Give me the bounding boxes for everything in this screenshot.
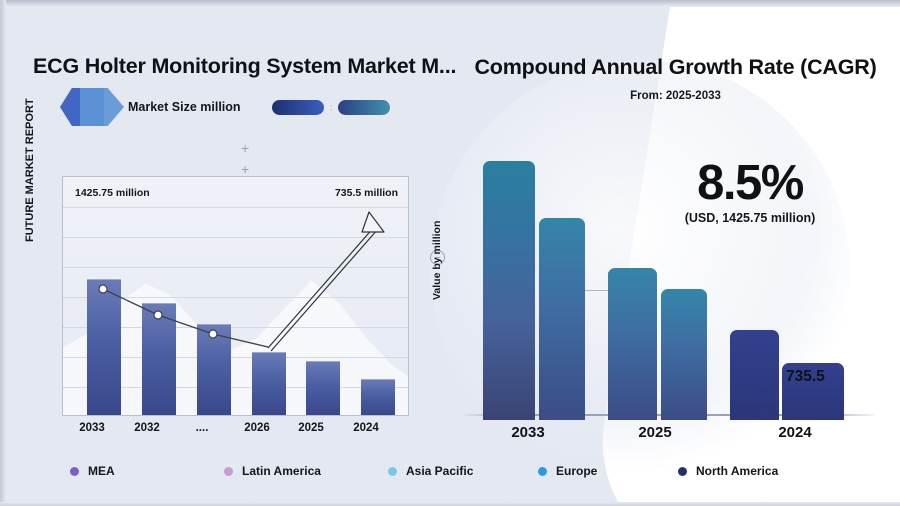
x-label-right-2033: 2033 <box>511 424 545 441</box>
bar-2032[interactable] <box>142 303 176 415</box>
x-label-right-2025: 2025 <box>638 424 672 441</box>
bar-2024-series-b[interactable] <box>782 363 844 420</box>
legend-item-north-america[interactable]: North America <box>678 464 778 478</box>
x-label-right-2024: 2024 <box>778 424 812 441</box>
left-chart-bars <box>63 177 408 415</box>
gridline <box>63 207 408 208</box>
gridline <box>63 297 408 298</box>
hexagon-logo-icon <box>60 88 124 126</box>
cagr-value: 8.5% <box>697 156 804 210</box>
bar-2024-series-a[interactable] <box>730 330 779 420</box>
plus-mark-icon-2: + <box>241 161 250 177</box>
x-label-2033: 2033 <box>79 422 105 434</box>
right-chart-y-axis-label: Value by million <box>431 220 443 300</box>
right-chart-title: Compound Annual Growth Rate (CAGR) <box>474 55 877 79</box>
brand-logo-row: Market Size million <box>60 88 241 126</box>
cagr-usd-note: (USD, 1425.75 million) <box>684 211 816 225</box>
left-chart-plot-area: 1425.75 million 735.5 million <box>62 176 409 416</box>
right-chart-bars <box>460 140 880 420</box>
plus-mark-icon-1: + <box>241 140 250 156</box>
left-chart-growth-arrow-icon <box>267 211 385 352</box>
bar-2033-series-a[interactable] <box>483 161 535 420</box>
gridline <box>63 387 408 388</box>
left-chart-y-axis-label: FUTURE MARKET REPORT <box>24 98 36 242</box>
hexagon-right-half-icon <box>80 88 124 126</box>
data-label-735-5: 735.5 <box>786 368 825 385</box>
legend-item-mea[interactable]: MEA <box>70 464 224 478</box>
legend-pill-primary <box>272 100 324 115</box>
legend-dot-north-america <box>678 466 687 476</box>
bar-2025[interactable] <box>306 361 340 415</box>
x-label-ellipsis: .... <box>195 422 209 434</box>
market-size-label: Market Size million <box>128 100 241 114</box>
gridline <box>63 327 408 328</box>
bar-2033-series-b[interactable] <box>539 218 585 420</box>
right-chart-subtitle: From: 2025-2033 <box>630 90 721 102</box>
gridline <box>63 357 408 358</box>
legend-pill-separator: : <box>330 103 333 112</box>
legend-dot-europe <box>538 466 547 476</box>
legend-dot-asia-pacific <box>388 466 397 476</box>
legend-item-latin-america[interactable]: Latin America <box>224 464 388 478</box>
legend-label-latin-america: Latin America <box>242 464 321 478</box>
legend-label-asia-pacific: Asia Pacific <box>406 464 474 478</box>
gridline <box>63 267 408 268</box>
bar-2024[interactable] <box>361 379 395 415</box>
bar-2026[interactable] <box>252 352 286 415</box>
region-legend: MEA Latin America Asia Pacific Europe No… <box>70 464 860 478</box>
left-value-annotation-min: 735.5 million <box>334 187 398 199</box>
left-edge-shadow <box>0 0 6 506</box>
left-chart-trend-line <box>98 284 269 348</box>
x-label-2024: 2024 <box>353 422 379 434</box>
legend-label-north-america: North America <box>696 464 779 478</box>
bottom-edge-shadow <box>0 502 900 506</box>
left-chart-title: ECG Holter Monitoring System Market M... <box>33 54 457 78</box>
minus-circle-icon: − <box>430 250 445 265</box>
gridline <box>63 237 408 238</box>
bar-dots[interactable] <box>197 324 231 415</box>
legend-dot-mea <box>70 466 79 476</box>
legend-label-mea: MEA <box>88 464 115 478</box>
legend-label-europe: Europe <box>556 464 598 478</box>
legend-item-asia-pacific[interactable]: Asia Pacific <box>388 464 538 478</box>
legend-pill-row: : <box>272 100 391 115</box>
legend-dot-latin-america <box>224 466 233 476</box>
x-label-2025: 2025 <box>298 422 324 434</box>
x-label-2026: 2026 <box>244 422 270 434</box>
legend-item-europe[interactable]: Europe <box>538 464 678 478</box>
legend-pill-secondary <box>338 100 391 115</box>
bar-2025-series-a[interactable] <box>608 268 657 420</box>
top-edge-shadow <box>0 0 900 7</box>
x-label-2032: 2032 <box>134 422 160 434</box>
bar-2033[interactable] <box>87 279 121 415</box>
bar-2025-series-b[interactable] <box>661 289 707 420</box>
left-value-annotation-max: 1425.75 million <box>75 187 150 199</box>
